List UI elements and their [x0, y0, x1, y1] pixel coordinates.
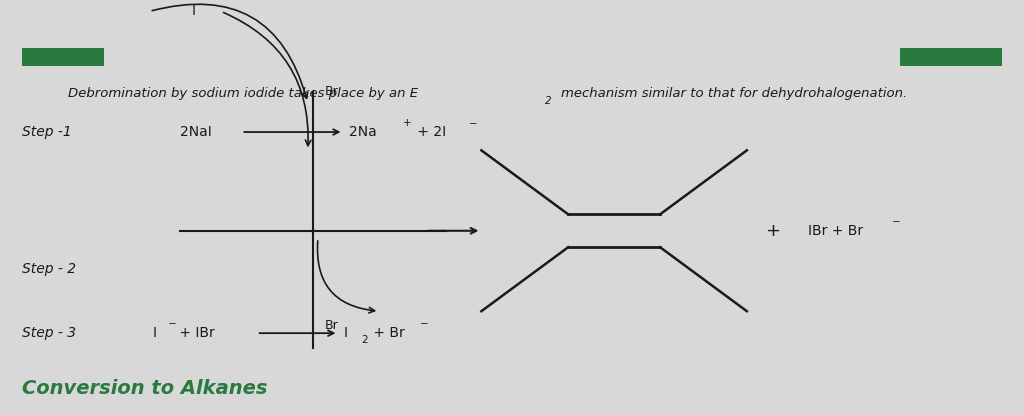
Text: 2Na: 2Na — [348, 125, 377, 139]
Text: + Br: + Br — [369, 326, 404, 340]
Text: + 2I: + 2I — [413, 125, 446, 139]
Text: IBr + Br: IBr + Br — [808, 224, 863, 238]
Text: I: I — [153, 326, 157, 340]
Text: + IBr: + IBr — [175, 326, 215, 340]
Text: −: − — [892, 217, 901, 227]
Text: −: − — [420, 319, 429, 329]
Polygon shape — [22, 48, 103, 66]
Text: 2: 2 — [545, 96, 551, 106]
Text: Debromination by sodium iodide takes place by an E: Debromination by sodium iodide takes pla… — [68, 87, 418, 100]
Text: mechanism similar to that for dehydrohalogenation.: mechanism similar to that for dehydrohal… — [561, 87, 907, 100]
Polygon shape — [900, 48, 1002, 66]
Text: Step - 2: Step - 2 — [22, 262, 76, 276]
Text: 2NaI: 2NaI — [180, 125, 212, 139]
Text: +: + — [402, 118, 412, 128]
Text: I: I — [191, 5, 196, 18]
Text: −: − — [469, 119, 478, 129]
Text: Conversion to Alkanes: Conversion to Alkanes — [22, 378, 267, 398]
Text: +: + — [765, 222, 780, 240]
Text: Step - 3: Step - 3 — [22, 326, 76, 340]
Text: 2: 2 — [360, 335, 368, 345]
Text: Step -1: Step -1 — [22, 125, 72, 139]
Text: −: − — [168, 319, 176, 329]
Text: Br: Br — [325, 85, 339, 98]
Text: I: I — [343, 326, 347, 340]
Text: Br: Br — [325, 320, 339, 332]
Text: −: − — [213, 0, 221, 5]
